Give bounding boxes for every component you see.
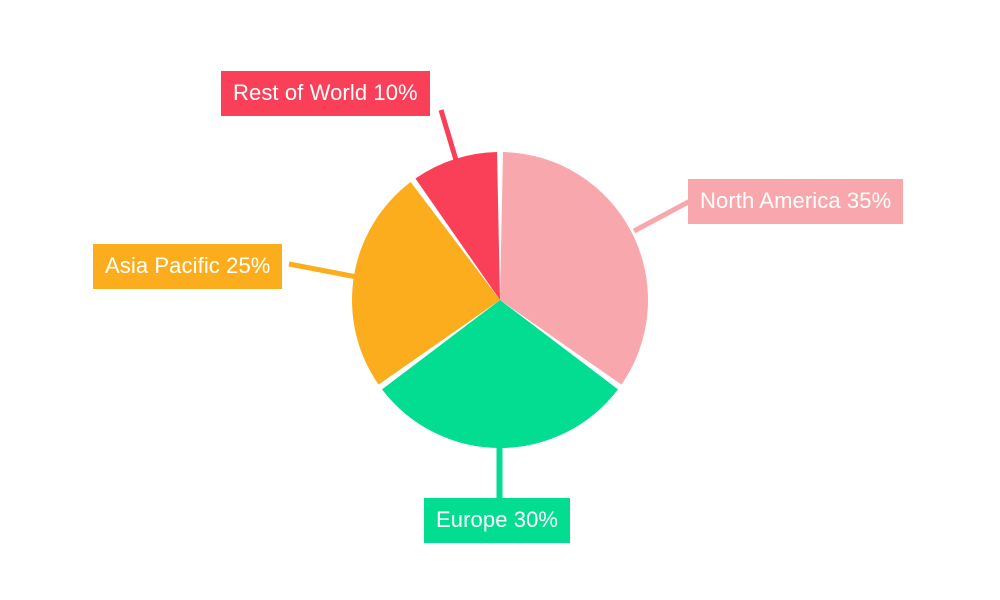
pie-label-north-america[interactable]: North America 35% bbox=[688, 179, 904, 224]
pie-slice-asia-pacific[interactable] bbox=[351, 182, 500, 385]
leader-line-asia-pacific bbox=[288, 261, 358, 280]
leader-line-north-america bbox=[632, 197, 694, 234]
pie-slice-rest-of-world[interactable] bbox=[415, 152, 500, 300]
pie-slices-group bbox=[351, 152, 649, 448]
pie-label-europe[interactable]: Europe 30% bbox=[424, 498, 571, 543]
leader-line-rest-of-world bbox=[438, 109, 459, 161]
pie-label-rest-of-world[interactable]: Rest of World 10% bbox=[221, 71, 430, 116]
leader-lines-group bbox=[288, 109, 694, 500]
pie-label-asia-pacific[interactable]: Asia Pacific 25% bbox=[93, 244, 283, 289]
pie-slice-north-america[interactable] bbox=[500, 152, 649, 385]
pie-slice-europe[interactable] bbox=[382, 300, 618, 448]
